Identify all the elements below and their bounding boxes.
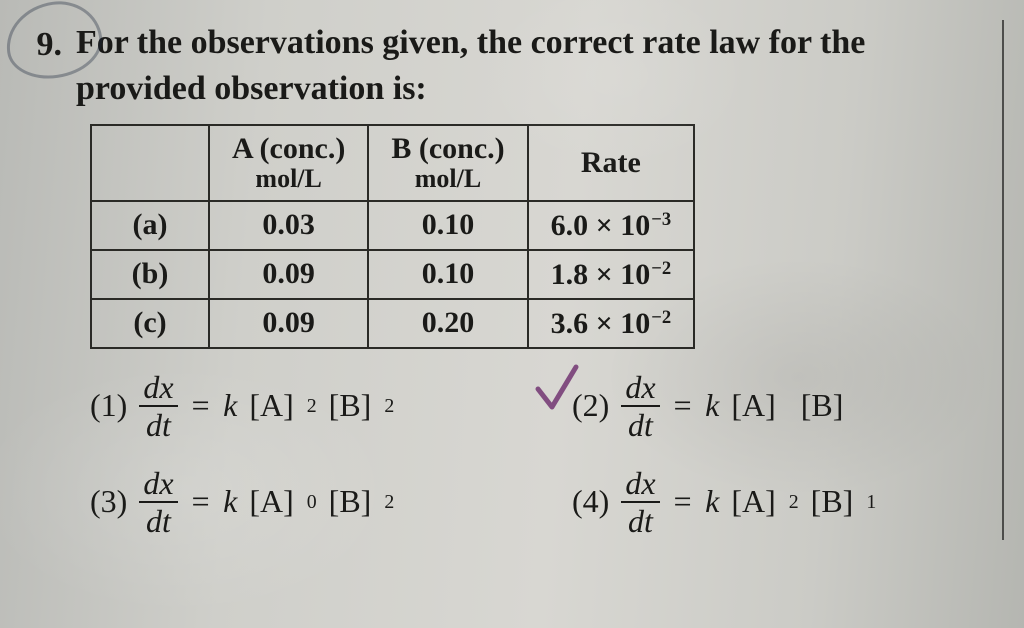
option-3: (3) dx dt = k [A] 0 [B] 2 (90, 467, 502, 537)
rate-coef: 3.6 (551, 307, 589, 340)
table-header-A: A (conc.) mol/L (209, 125, 368, 201)
row-A: 0.09 (209, 299, 368, 348)
row-rate: 6.0 × 10−3 (528, 201, 695, 250)
option-4: (4) dx dt = k [A] 2 [B] 1 (572, 467, 984, 537)
options-grid: (1) dx dt = k [A] 2 [B] 2 (2) dx dt (90, 371, 984, 537)
row-tag: (c) (91, 299, 209, 348)
row-A: 0.03 (209, 201, 368, 250)
fraction-numerator: dx (621, 467, 659, 503)
ten-base: 10 (620, 258, 650, 291)
option-tag: (1) (90, 387, 127, 424)
rate-constant-k: k (223, 483, 237, 520)
table-row: (b) 0.09 0.10 1.8 × 10−2 (91, 250, 694, 299)
fraction-denominator: dt (142, 503, 175, 537)
table-header-rate: Rate (528, 125, 695, 201)
table-header-blank (91, 125, 209, 201)
rate-constant-k: k (223, 387, 237, 424)
row-B: 0.10 (368, 250, 527, 299)
row-tag: (b) (91, 250, 209, 299)
dx-dt-fraction: dx dt (621, 371, 659, 441)
bracket-B: [B] (329, 483, 372, 520)
rate-coef: 1.8 (551, 258, 589, 291)
bracket-B: [B] (811, 483, 854, 520)
dx-dt-fraction: dx dt (139, 467, 177, 537)
question-text: For the observations given, the correct … (76, 20, 976, 112)
times-symbol: × (596, 307, 613, 340)
row-rate: 3.6 × 10−2 (528, 299, 695, 348)
table-header-B-main: B (conc.) (391, 132, 504, 165)
fraction-numerator: dx (139, 467, 177, 503)
row-A: 0.09 (209, 250, 368, 299)
rate-exp: −2 (651, 258, 671, 279)
question-content: A (conc.) mol/L B (conc.) mol/L Rate (a)… (90, 124, 984, 537)
fraction-denominator: dt (624, 407, 657, 441)
exp-A: 2 (789, 491, 799, 514)
fraction-numerator: dx (621, 371, 659, 407)
table-header-B-sub: mol/L (391, 164, 504, 194)
rate-exp: −3 (651, 209, 671, 230)
exp-A: 2 (307, 395, 317, 418)
ten-base: 10 (620, 307, 650, 340)
equals-sign: = (672, 483, 694, 520)
option-2: (2) dx dt = k [A] [B] (572, 371, 984, 441)
table-header-B: B (conc.) mol/L (368, 125, 527, 201)
fraction-denominator: dt (142, 407, 175, 441)
table-header-A-sub: mol/L (232, 164, 345, 194)
exp-B: 2 (384, 491, 394, 514)
rate-constant-k: k (705, 483, 719, 520)
option-tag: (2) (572, 387, 609, 424)
ten-base: 10 (620, 209, 650, 242)
times-symbol: × (596, 209, 613, 242)
question-number: 9. (30, 20, 62, 63)
table-body: (a) 0.03 0.10 6.0 × 10−3 (b) 0.09 0.10 1… (91, 201, 694, 348)
dx-dt-fraction: dx dt (139, 371, 177, 441)
fraction-denominator: dt (624, 503, 657, 537)
fraction-numerator: dx (139, 371, 177, 407)
row-rate: 1.8 × 10−2 (528, 250, 695, 299)
rate-constant-k: k (705, 387, 719, 424)
table-header-row: A (conc.) mol/L B (conc.) mol/L Rate (91, 125, 694, 201)
bracket-B: [B] (329, 387, 372, 424)
observation-table: A (conc.) mol/L B (conc.) mol/L Rate (a)… (90, 124, 695, 349)
bracket-B: [B] (801, 387, 844, 424)
option-1: (1) dx dt = k [A] 2 [B] 2 (90, 371, 502, 441)
question-number-text: 9. (37, 26, 63, 63)
question-row: 9. For the observations given, the corre… (30, 20, 984, 112)
bracket-A: [A] (249, 483, 293, 520)
bracket-A: [A] (731, 387, 775, 424)
table-row: (c) 0.09 0.20 3.6 × 10−2 (91, 299, 694, 348)
option-tag: (4) (572, 483, 609, 520)
page: { "question": { "number": "9.", "text": … (0, 0, 1024, 628)
row-B: 0.10 (368, 201, 527, 250)
exp-B: 2 (384, 395, 394, 418)
rate-coef: 6.0 (551, 209, 589, 242)
bracket-A: [A] (731, 483, 775, 520)
rate-exp: −2 (651, 307, 671, 328)
row-tag: (a) (91, 201, 209, 250)
table-row: (a) 0.03 0.10 6.0 × 10−3 (91, 201, 694, 250)
equals-sign: = (672, 387, 694, 424)
dx-dt-fraction: dx dt (621, 467, 659, 537)
times-symbol: × (596, 258, 613, 291)
exp-B: 1 (866, 491, 876, 514)
equals-sign: = (190, 483, 212, 520)
option-tag: (3) (90, 483, 127, 520)
table-header-A-main: A (conc.) (232, 132, 345, 165)
equals-sign: = (190, 387, 212, 424)
row-B: 0.20 (368, 299, 527, 348)
exp-A: 0 (307, 491, 317, 514)
bracket-A: [A] (249, 387, 293, 424)
